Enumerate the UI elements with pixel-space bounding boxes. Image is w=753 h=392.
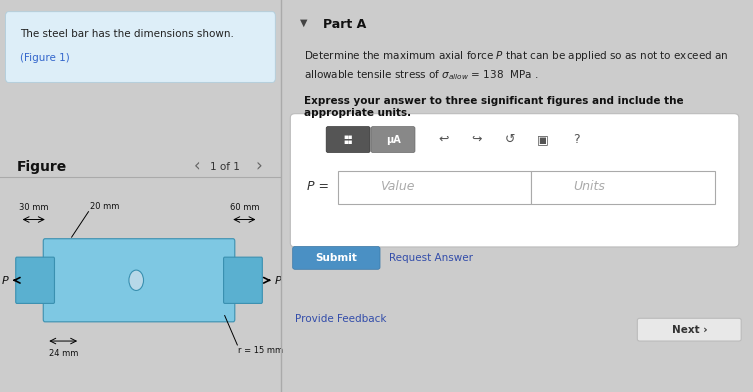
Text: (Figure 1): (Figure 1): [20, 53, 69, 63]
FancyBboxPatch shape: [531, 171, 715, 204]
Text: Next ›: Next ›: [672, 325, 707, 335]
Text: Submit: Submit: [316, 253, 357, 263]
Text: $P$: $P$: [274, 274, 283, 286]
Text: μA: μA: [386, 134, 401, 145]
FancyBboxPatch shape: [326, 127, 370, 152]
FancyBboxPatch shape: [5, 12, 276, 82]
Text: 30 mm: 30 mm: [19, 203, 48, 212]
Text: ?: ?: [572, 133, 579, 146]
Text: The steel bar has the dimensions shown.: The steel bar has the dimensions shown.: [20, 29, 233, 40]
Circle shape: [129, 270, 144, 290]
Text: 20 mm: 20 mm: [90, 201, 119, 211]
Text: P =: P =: [306, 180, 329, 193]
Text: 24 mm: 24 mm: [48, 349, 78, 358]
FancyBboxPatch shape: [637, 318, 741, 341]
Text: Figure: Figure: [17, 160, 67, 174]
Text: ↪: ↪: [471, 133, 482, 146]
Text: 1 of 1: 1 of 1: [210, 162, 239, 172]
Text: ↺: ↺: [505, 133, 515, 146]
Text: Express your answer to three significant figures and include the appropriate uni: Express your answer to three significant…: [304, 96, 684, 118]
Text: $P$: $P$: [1, 274, 9, 286]
Text: ▣: ▣: [537, 133, 549, 146]
FancyBboxPatch shape: [293, 247, 380, 269]
Text: ▪▪
▪▪: ▪▪ ▪▪: [343, 134, 353, 145]
Text: Request Answer: Request Answer: [389, 253, 474, 263]
Text: Units: Units: [574, 180, 605, 194]
Text: Provide Feedback: Provide Feedback: [295, 314, 386, 325]
FancyBboxPatch shape: [224, 257, 262, 303]
FancyBboxPatch shape: [43, 239, 235, 322]
Text: ‹: ‹: [194, 158, 200, 176]
FancyBboxPatch shape: [291, 114, 739, 247]
Text: ›: ›: [255, 158, 262, 176]
Text: r = 15 mm: r = 15 mm: [238, 346, 283, 355]
FancyBboxPatch shape: [16, 257, 54, 303]
Text: Determine the maximum axial force $P$ that can be applied so as not to exceed an: Determine the maximum axial force $P$ th…: [304, 49, 729, 63]
Text: Part A: Part A: [323, 18, 367, 31]
Text: ↩: ↩: [438, 133, 449, 146]
FancyBboxPatch shape: [371, 127, 415, 152]
Text: ▼: ▼: [300, 18, 307, 28]
Text: allowable tensile stress of $\sigma_{allow}$ = 138  MPa .: allowable tensile stress of $\sigma_{all…: [304, 69, 539, 82]
FancyBboxPatch shape: [337, 171, 531, 204]
Text: Value: Value: [380, 180, 414, 194]
Text: 60 mm: 60 mm: [230, 203, 259, 212]
